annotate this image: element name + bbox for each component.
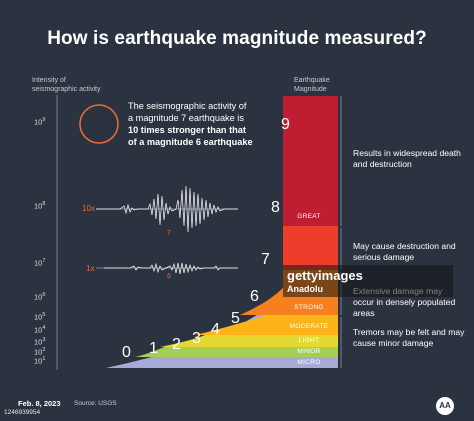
watermark-logo: gettyimages	[287, 268, 363, 283]
band-major	[283, 226, 338, 270]
band-label-strong: STRONG	[294, 304, 324, 311]
seismograph-wave-6	[104, 262, 238, 275]
footer-image-id: 1246939954	[4, 409, 41, 416]
magnitude-4: 4	[211, 321, 220, 338]
magnitude-6: 6	[250, 288, 259, 305]
band-label-micro: MICRO	[297, 359, 321, 366]
tick-10-8: 108	[34, 201, 46, 211]
description-great: Results in widespread death and destruct…	[353, 148, 461, 169]
watermark-credit: Anadolu	[287, 284, 323, 294]
tick-10-5: 105	[34, 312, 46, 322]
band-label-great: GREAT	[297, 213, 321, 220]
callout-line-1: The seismographic activity of	[128, 101, 247, 111]
band-light	[283, 335, 338, 347]
multiplier-10x: 10x	[82, 204, 95, 213]
band-micro	[283, 357, 338, 368]
tick-10-7: 107	[34, 258, 46, 268]
tick-10-2: 102	[34, 347, 46, 357]
magnitude-7: 7	[261, 251, 270, 268]
tick-10-4: 104	[34, 325, 46, 335]
band-moderate	[283, 315, 338, 335]
wave-label-6: 6	[167, 273, 171, 280]
magnitude-8: 8	[271, 199, 280, 216]
band-minor	[283, 347, 338, 357]
callout-text: The seismographic activity of a magnitud…	[128, 100, 293, 148]
description-major: May cause destruction and serious damage	[353, 241, 456, 262]
magnitude-1: 1	[149, 340, 158, 357]
footer-source: Source: USGS	[74, 400, 117, 407]
right-axis-title: Earthquake Magnitude	[294, 77, 330, 93]
wave-label-7: 7	[167, 230, 171, 237]
band-label-moderate: MODERATE	[289, 323, 329, 330]
left-axis-title: Intensity of seismographic activity	[32, 77, 101, 93]
tick-10-6: 106	[34, 292, 46, 302]
footer-date: Feb. 8, 2023	[18, 399, 61, 408]
band-label-minor: MINOR	[297, 348, 321, 355]
seismograph-wave-7	[96, 185, 238, 233]
magnitude-5: 5	[231, 310, 240, 327]
callout-bold-2: of a magnitude 6 earthquake	[128, 137, 253, 147]
magnitude-9: 9	[281, 116, 290, 133]
magnitude-3: 3	[192, 330, 201, 347]
callout-line-2: a magnitude 7 earthquake is	[128, 113, 244, 123]
magnitude-2: 2	[172, 336, 181, 353]
tick-10-3: 103	[34, 337, 46, 347]
multiplier-1x: 1x	[86, 264, 95, 273]
description-light: Tremors may be felt and may cause minor …	[353, 327, 465, 348]
band-label-light: LIGHT	[298, 337, 320, 344]
magnitude-0: 0	[122, 344, 131, 361]
agency-logo: AA	[436, 397, 454, 415]
page-title: How is earthquake magnitude measured?	[47, 28, 427, 49]
tick-10-1: 101	[34, 356, 46, 366]
tick-10-9: 109	[34, 117, 46, 127]
epicenter-circle	[79, 104, 119, 144]
callout-bold-1: 10 times stronger than that	[128, 125, 246, 135]
watermark: gettyimages Anadolu	[283, 265, 453, 297]
